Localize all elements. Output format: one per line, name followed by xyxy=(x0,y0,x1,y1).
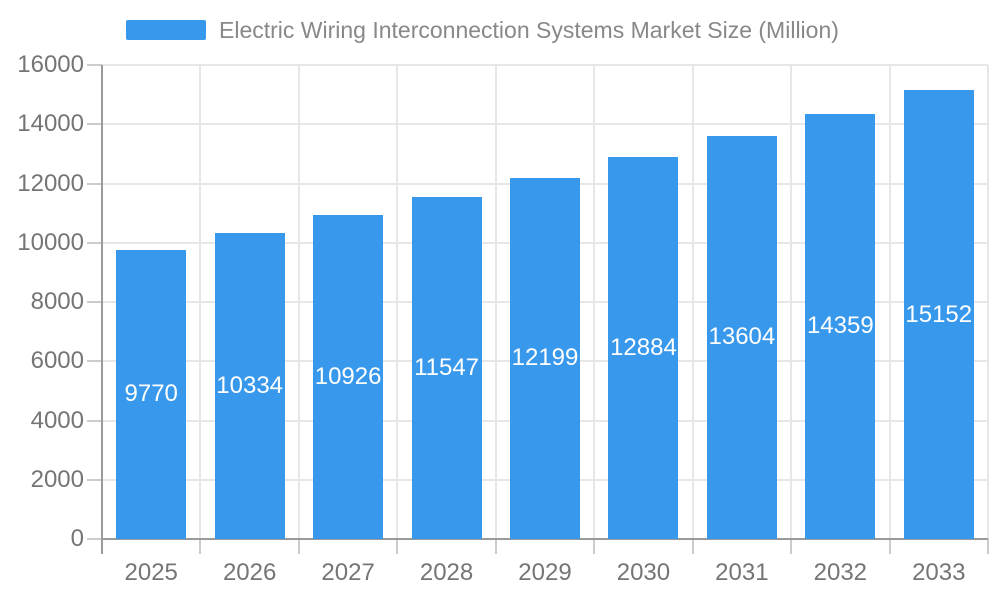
x-tick-label: 2032 xyxy=(813,559,868,586)
bar[interactable] xyxy=(510,177,580,539)
gridline-vertical xyxy=(790,65,793,539)
y-tick-label: 16000 xyxy=(17,51,84,78)
y-tick-label: 2000 xyxy=(30,465,84,493)
x-axis-tick xyxy=(199,539,202,554)
gridline-horizontal xyxy=(102,64,988,66)
legend-swatch-icon xyxy=(126,20,206,40)
gridline-vertical xyxy=(691,65,694,539)
x-axis-tick xyxy=(593,539,596,554)
x-axis-tick xyxy=(691,539,694,554)
bar-value-label: 10926 xyxy=(314,363,382,391)
y-axis-tick xyxy=(87,64,102,66)
gridline-horizontal xyxy=(102,123,988,126)
y-tick-label: 0 xyxy=(70,525,84,552)
y-tick-label: 12000 xyxy=(17,169,84,197)
x-axis-tick xyxy=(396,539,399,554)
bar[interactable] xyxy=(706,135,777,539)
bar[interactable] xyxy=(903,90,974,539)
x-tick-label: 2031 xyxy=(715,559,769,586)
y-axis-tick xyxy=(87,360,102,363)
y-tick-label: 8000 xyxy=(30,288,84,315)
x-tick-label: 2028 xyxy=(419,559,474,586)
bar-value-label: 12884 xyxy=(610,334,677,362)
y-axis-tick xyxy=(87,182,102,185)
y-tick-label: 6000 xyxy=(30,347,84,375)
x-axis-line xyxy=(102,538,988,540)
y-axis-tick xyxy=(87,419,102,422)
bar-value-label: 9770 xyxy=(124,380,178,408)
y-axis-tick xyxy=(87,478,102,481)
x-axis-tick xyxy=(494,539,497,554)
x-tick-label: 2029 xyxy=(518,559,572,586)
legend-label: Electric Wiring Interconnection Systems … xyxy=(219,17,839,43)
bar[interactable] xyxy=(214,232,285,539)
x-tick-label: 2030 xyxy=(616,559,671,586)
y-axis-tick xyxy=(87,123,102,126)
bar-value-label: 14359 xyxy=(806,312,874,340)
x-axis-tick xyxy=(790,539,793,554)
x-axis-tick xyxy=(987,539,989,554)
gridline-vertical xyxy=(199,65,202,539)
bar[interactable] xyxy=(411,196,482,539)
x-tick-label: 2027 xyxy=(321,559,375,586)
gridline-vertical xyxy=(888,65,891,539)
bar-value-label: 10334 xyxy=(216,371,284,399)
x-axis-tick xyxy=(297,539,300,554)
gridline-vertical xyxy=(396,65,399,539)
bar[interactable] xyxy=(313,215,384,539)
gridline-vertical xyxy=(494,65,497,539)
x-axis-tick xyxy=(888,539,891,554)
y-tick-label: 10000 xyxy=(17,228,84,256)
bar-value-label: 13604 xyxy=(708,323,776,351)
gridline-vertical xyxy=(987,65,989,539)
gridline-vertical xyxy=(297,65,300,539)
y-axis-tick xyxy=(87,241,102,244)
y-axis-tick xyxy=(87,301,102,303)
bar-value-label: 15152 xyxy=(905,300,973,328)
legend-item[interactable]: Electric Wiring Interconnection Systems … xyxy=(126,17,839,43)
y-tick-label: 4000 xyxy=(30,406,84,434)
x-tick-label: 2033 xyxy=(912,559,966,586)
x-tick-label: 2026 xyxy=(222,559,277,586)
bar-value-label: 12199 xyxy=(511,344,579,372)
gridline-vertical xyxy=(593,65,596,539)
y-axis-line xyxy=(101,65,103,554)
bar[interactable] xyxy=(805,113,876,539)
bar-value-label: 11547 xyxy=(414,353,480,381)
bar[interactable] xyxy=(116,249,187,539)
y-axis-tick xyxy=(87,538,102,540)
bar[interactable] xyxy=(608,157,679,539)
y-tick-label: 14000 xyxy=(17,110,84,138)
x-tick-label: 2025 xyxy=(124,559,178,586)
